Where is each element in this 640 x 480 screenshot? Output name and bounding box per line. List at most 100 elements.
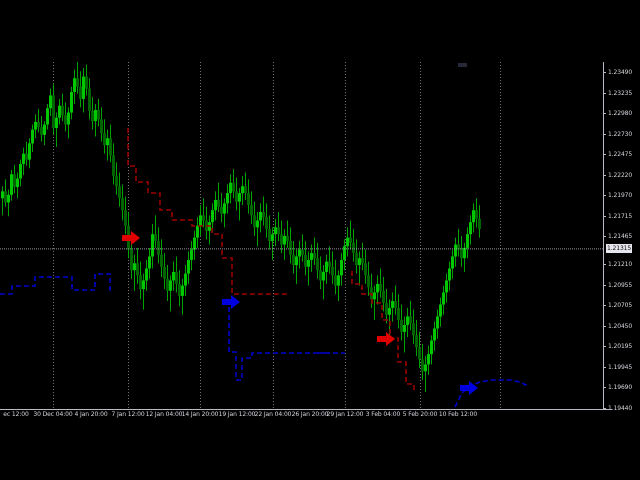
candle-body xyxy=(112,155,115,176)
candle-body xyxy=(313,253,316,259)
candle-body xyxy=(466,234,469,248)
candle-body xyxy=(76,78,79,87)
candle-body xyxy=(124,210,127,226)
candle-body xyxy=(25,153,28,160)
candle-body xyxy=(4,191,7,203)
candle-body xyxy=(64,115,67,125)
time-axis[interactable]: ec 12:00 30 Dec 04:00 4 Jan 20:00 7 Jan 12:… xyxy=(0,409,640,425)
price-tick-label: 1.21715 xyxy=(608,213,633,220)
candle-body xyxy=(253,215,256,228)
candle-body xyxy=(190,249,193,260)
candle-body xyxy=(367,275,370,288)
price-tick-mark xyxy=(603,154,606,155)
chart-window[interactable]: 1.23490 1.23235 1.22980 1.22730 1.22475 1.222… xyxy=(0,0,640,418)
price-plot-area[interactable] xyxy=(0,62,603,409)
candle-body xyxy=(454,244,457,257)
candle-body xyxy=(448,268,451,281)
price-tick-label: 1.22220 xyxy=(608,172,633,179)
candle-body xyxy=(439,304,442,317)
candle-body xyxy=(13,174,16,188)
candle-body xyxy=(427,354,430,365)
candle-body xyxy=(283,235,286,245)
candle-body xyxy=(163,266,166,279)
candle-body xyxy=(424,364,427,372)
candle-body xyxy=(457,244,460,250)
candle-body xyxy=(130,249,133,271)
candle-body xyxy=(463,247,466,259)
time-tick-label: 12 Jan 04:00 xyxy=(145,411,183,418)
candle-body xyxy=(232,182,235,192)
candle-body xyxy=(61,105,64,116)
candle-body xyxy=(352,242,355,254)
price-tick-label: 1.20450 xyxy=(608,323,633,330)
time-tick-label: ec 12:00 xyxy=(3,411,29,418)
candle-body xyxy=(403,325,406,332)
price-tick-mark xyxy=(603,216,606,217)
time-tick-label: 26 Jan 20:00 xyxy=(291,411,329,418)
price-tick-label: 1.20195 xyxy=(608,343,633,350)
candle-body xyxy=(250,205,253,216)
candle-body xyxy=(376,283,379,293)
candle-body xyxy=(409,316,412,324)
candle-body xyxy=(274,227,277,235)
price-tick-mark xyxy=(603,285,606,286)
candle-body xyxy=(346,237,349,247)
candle-body xyxy=(202,215,205,221)
candle-body xyxy=(166,278,169,291)
candle-body xyxy=(58,105,61,118)
candle-body xyxy=(148,256,151,269)
candle-body xyxy=(46,108,49,125)
price-tick-mark xyxy=(603,134,606,135)
candle-body xyxy=(277,227,280,235)
candle-body xyxy=(268,229,271,242)
price-tick-mark xyxy=(603,72,606,73)
candle-body xyxy=(436,316,439,329)
candle-body xyxy=(280,234,283,245)
sell-signal-arrow-icon xyxy=(122,231,140,245)
price-tick-mark xyxy=(603,93,606,94)
price-tick-mark xyxy=(603,408,606,409)
candle-body xyxy=(16,178,19,188)
time-axis-spine xyxy=(0,409,612,410)
candle-body xyxy=(151,234,154,257)
candle-body xyxy=(220,206,223,214)
candle-body xyxy=(10,174,13,195)
candle-body xyxy=(187,259,190,274)
buy-signal-arrow-icon xyxy=(460,381,478,395)
candle-body xyxy=(379,283,382,291)
support-trail-line-segment xyxy=(228,307,330,381)
candle-body xyxy=(199,215,202,226)
resistance-trail-line-segment xyxy=(351,271,415,392)
candle-body xyxy=(307,259,310,267)
candle-body xyxy=(319,270,322,281)
candle-body xyxy=(445,280,448,293)
price-tick-label: 1.22980 xyxy=(608,110,633,117)
candle-body xyxy=(91,110,94,122)
price-tick-label: 1.21210 xyxy=(608,261,633,268)
candle-body xyxy=(295,256,298,266)
candle-body xyxy=(406,316,409,326)
candle-body xyxy=(364,263,367,276)
candle-body xyxy=(181,285,184,296)
support-trail-line-segment xyxy=(0,273,111,295)
time-tick-label: 5 Feb 20:00 xyxy=(402,411,438,418)
candle-body xyxy=(85,76,88,89)
support-trail-line-segment xyxy=(454,379,529,408)
candle-body xyxy=(298,249,301,257)
price-axis[interactable]: 1.23490 1.23235 1.22980 1.22730 1.22475 1.222… xyxy=(603,62,640,412)
candle-body xyxy=(442,292,445,305)
support-trail-line xyxy=(0,273,529,408)
candle-body xyxy=(322,271,325,281)
candle-body xyxy=(310,253,313,260)
time-tick-label: 30 Dec 04:00 xyxy=(33,411,73,418)
price-tick-mark xyxy=(603,236,606,237)
time-tick-label: 22 Jan 04:00 xyxy=(254,411,292,418)
candle-series xyxy=(1,62,481,392)
candle-body xyxy=(256,220,259,228)
time-tick-label: 7 Jan 12:00 xyxy=(111,411,145,418)
candle-body xyxy=(415,335,418,348)
candle-body xyxy=(193,237,196,250)
time-tick-label: 10 Feb 12:00 xyxy=(438,411,478,418)
candle-body xyxy=(49,95,52,109)
price-tick-label: 1.20705 xyxy=(608,302,633,309)
